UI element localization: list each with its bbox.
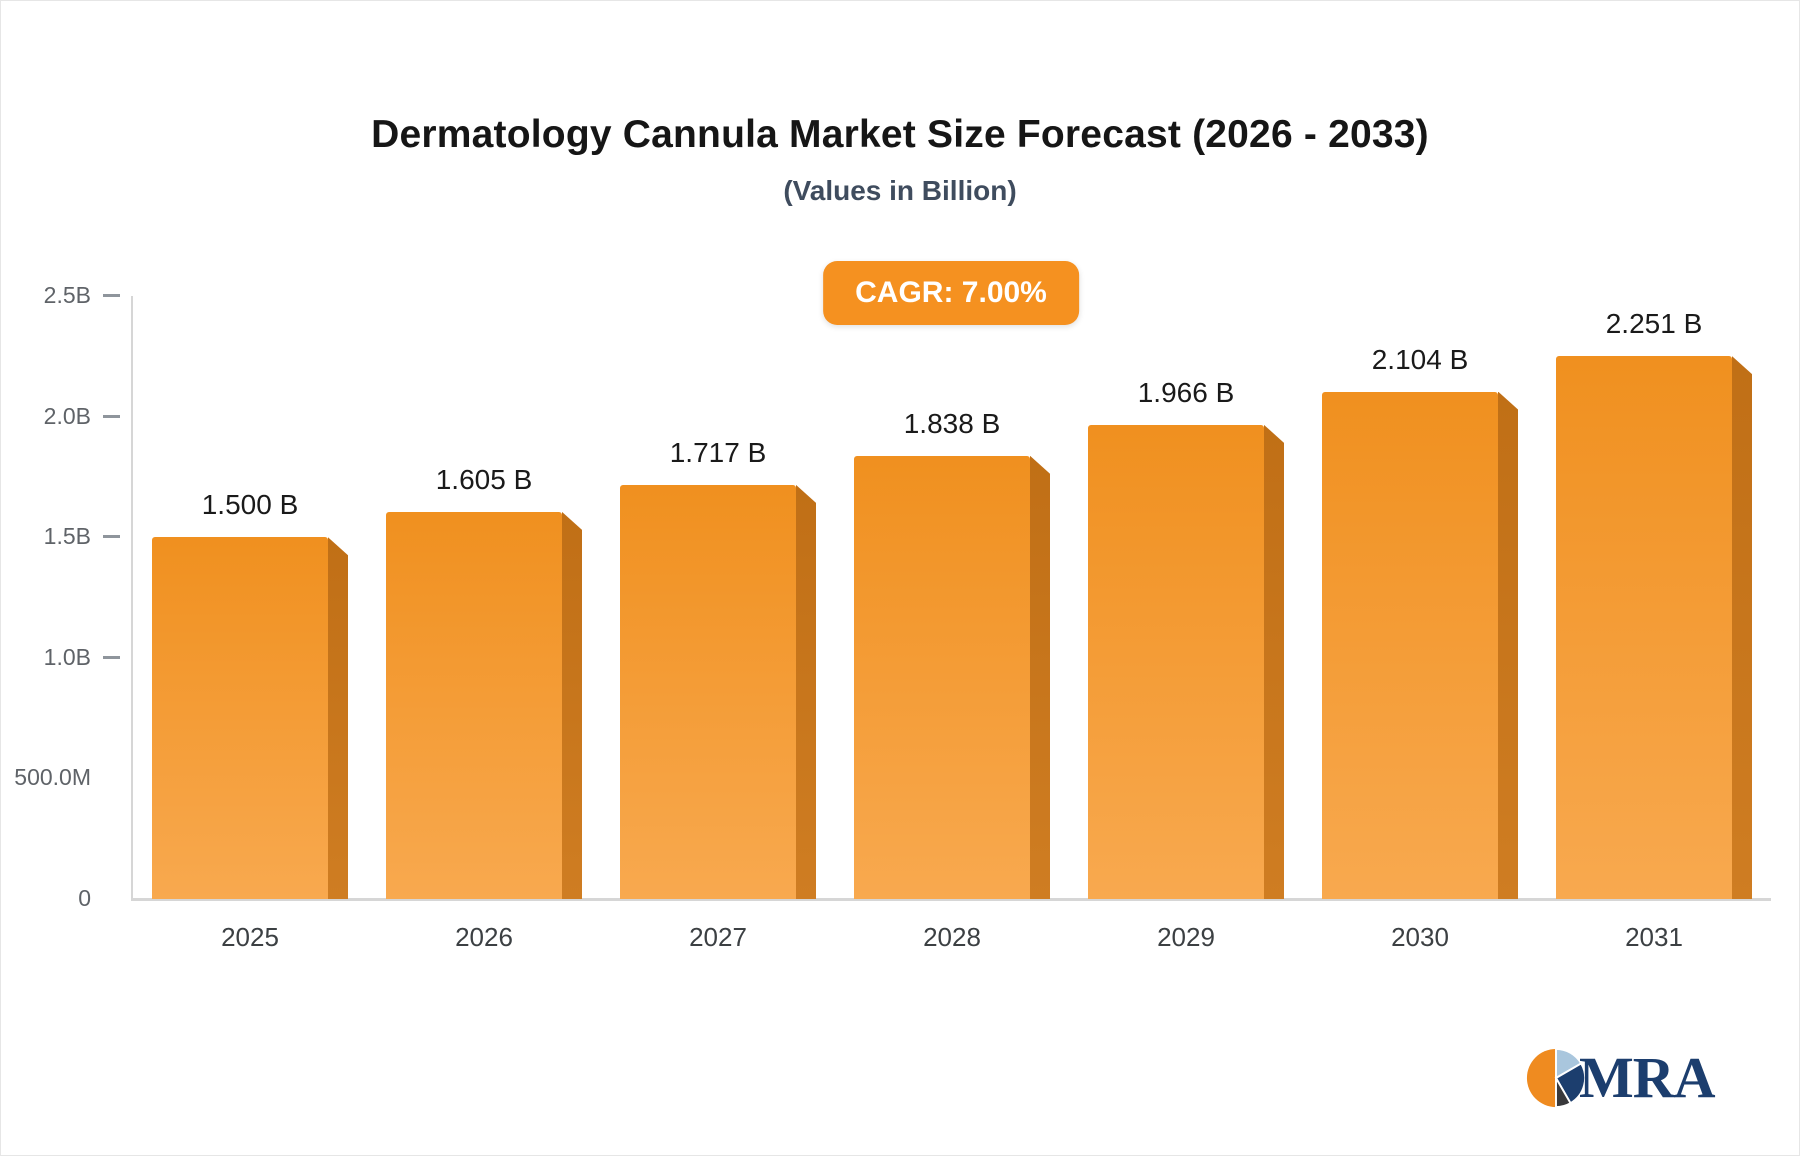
y-tick-label: 1.0B (43, 643, 91, 670)
y-tick-label: 2.0B (43, 402, 91, 429)
bar-value-label: 1.605 B (435, 463, 533, 495)
y-tick-label: 2.5B (43, 282, 91, 308)
y-axis-line (131, 296, 133, 899)
x-axis-label: 2028 (923, 922, 981, 952)
y-tick-label: 0 (78, 885, 91, 911)
x-axis-label: 2030 (1391, 922, 1449, 952)
y-tick-label: 500.0M (14, 764, 91, 791)
y-tick-mark (103, 655, 120, 659)
bar-2025[interactable] (152, 537, 348, 899)
bar-2028[interactable] (854, 455, 1050, 899)
bar-value-label: 2.251 B (1605, 308, 1703, 340)
bar-2026[interactable] (386, 511, 582, 899)
bar-group-2030: 2.104 B 2030 (1303, 296, 1537, 952)
bar-front-face (854, 455, 1030, 899)
chart-subtitle: (Values in Billion) (783, 175, 1017, 206)
bar-2029[interactable] (1088, 424, 1284, 899)
bar-side-face (1264, 424, 1284, 899)
bar-front-face (1322, 391, 1498, 899)
x-axis-label: 2027 (689, 922, 747, 952)
bar-group-2025: 1.500 B 2025 (133, 296, 367, 952)
bar-value-label: 1.966 B (1137, 376, 1235, 408)
bars-area: 1.500 B 2025 1.605 B 2026 1.717 B 2027 1.838 B… (133, 296, 1771, 952)
x-axis-line (131, 898, 1771, 901)
mra-logo-text: MRA (1579, 1045, 1716, 1110)
bar-group-2029: 1.966 B 2029 (1069, 296, 1303, 952)
bar-side-face (1498, 391, 1518, 899)
bar-value-label: 2.104 B (1371, 343, 1469, 375)
bar-side-face (1030, 455, 1050, 899)
mra-logo-pie-icon (1526, 1047, 1587, 1109)
bar-front-face (152, 537, 328, 899)
bar-front-face (620, 484, 796, 899)
bar-side-face (1732, 356, 1752, 899)
x-axis-label: 2029 (1157, 922, 1215, 952)
bar-front-face (386, 511, 562, 899)
bar-group-2031: 2.251 B 2031 (1537, 296, 1771, 952)
bar-side-face (328, 537, 348, 899)
bar-2030[interactable] (1322, 391, 1518, 899)
y-tick-mark (103, 535, 120, 539)
bar-value-label: 1.838 B (903, 407, 1001, 439)
plot-area: 2.5B 2.0B 1.5B 1.0B 500.0M 0 1.500 B 2025 1.605… (14, 282, 1771, 952)
bar-side-face (562, 511, 582, 899)
chart-title: Dermatology Cannula Market Size Forecast… (371, 113, 1429, 156)
bar-group-2026: 1.605 B 2026 (367, 296, 601, 952)
cagr-badge: CAGR: 7.00% (823, 261, 1079, 325)
bar-group-2028: 1.838 B 2028 (835, 296, 1069, 952)
bar-2027[interactable] (620, 484, 816, 899)
bar-value-label: 1.717 B (669, 436, 767, 468)
y-tick-mark (103, 294, 120, 297)
y-tick-mark (103, 414, 120, 418)
bar-side-face (796, 484, 816, 899)
x-axis-label: 2026 (455, 922, 513, 952)
bar-front-face (1088, 424, 1264, 899)
x-axis-label: 2025 (221, 922, 279, 952)
x-axis-label: 2031 (1625, 922, 1683, 952)
mra-logo: MRA (1525, 1045, 1716, 1110)
y-tick-label: 1.5B (43, 523, 91, 550)
bar-front-face (1556, 356, 1732, 899)
bar-value-label: 1.500 B (201, 489, 299, 521)
bar-2031[interactable] (1556, 356, 1752, 899)
bar-group-2027: 1.717 B 2027 (601, 296, 835, 952)
